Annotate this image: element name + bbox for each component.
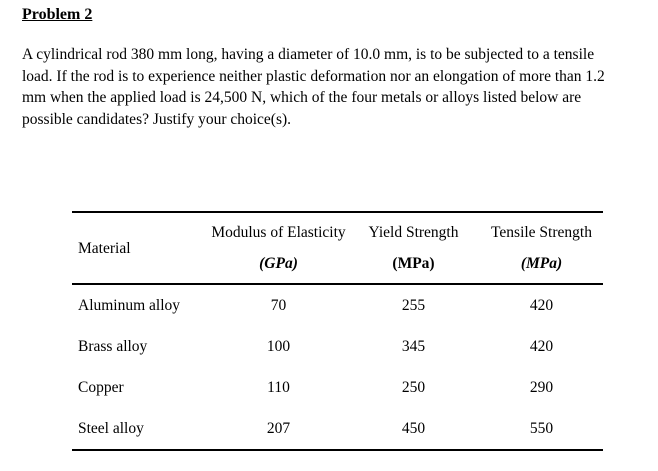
paragraph-line-1: A cylindrical rod 380 mm long, having a … xyxy=(22,46,595,63)
cell-material: Aluminum alloy xyxy=(78,296,181,314)
table-row-aluminum: Aluminum alloy 70 255 420 xyxy=(72,284,603,326)
problem-statement: A cylindrical rod 380 mm long, having a … xyxy=(22,44,605,130)
cell-material: Brass alloy xyxy=(78,337,148,355)
paragraph-line-3: mm when the applied load is 24,500 N, wh… xyxy=(22,89,582,106)
column-unit: (MPa) xyxy=(392,255,435,272)
column-header-yield: Yield Strength (MPa) xyxy=(347,212,480,284)
cell-material: Steel alloy xyxy=(78,419,144,437)
problem-title: Problem 2 xyxy=(22,6,93,23)
paragraph-line-4: possible candidates? Justify your choice… xyxy=(22,110,292,128)
column-label: Tensile Strength xyxy=(491,224,592,241)
cell-modulus: 70 xyxy=(270,296,287,314)
column-header-tensile: Tensile Strength (MPa) xyxy=(480,212,603,284)
cell-material: Copper xyxy=(78,378,124,396)
paragraph-line-2: load. If the rod is to experience neithe… xyxy=(22,67,605,85)
cell-modulus: 110 xyxy=(267,378,290,396)
table-header-row: Material Modulus of Elasticity (GPa) Yie… xyxy=(72,212,603,284)
materials-table: Material Modulus of Elasticity (GPa) Yie… xyxy=(72,211,603,451)
cell-tensile: 290 xyxy=(529,378,554,396)
column-unit: (GPa) xyxy=(259,255,298,272)
cell-yield: 250 xyxy=(401,378,426,396)
cell-yield: 255 xyxy=(401,296,426,314)
table-row-brass: Brass alloy 100 345 420 xyxy=(72,326,603,367)
cell-modulus: 100 xyxy=(266,337,291,355)
cell-modulus: 207 xyxy=(266,419,291,437)
cell-tensile: 420 xyxy=(529,296,554,314)
column-unit: (MPa) xyxy=(520,255,563,272)
column-header-modulus: Modulus of Elasticity (GPa) xyxy=(210,212,347,284)
cell-tensile: 420 xyxy=(529,337,554,355)
column-label: Yield Strength xyxy=(368,224,459,241)
table-row-copper: Copper 110 250 290 xyxy=(72,367,603,408)
column-header-material: Material xyxy=(72,212,210,284)
table-row-steel: Steel alloy 207 450 550 xyxy=(72,408,603,450)
cell-yield: 450 xyxy=(401,419,426,437)
column-label: Modulus of Elasticity xyxy=(211,224,346,241)
column-label: Material xyxy=(78,239,131,257)
cell-tensile: 550 xyxy=(529,419,554,437)
cell-yield: 345 xyxy=(401,337,426,355)
